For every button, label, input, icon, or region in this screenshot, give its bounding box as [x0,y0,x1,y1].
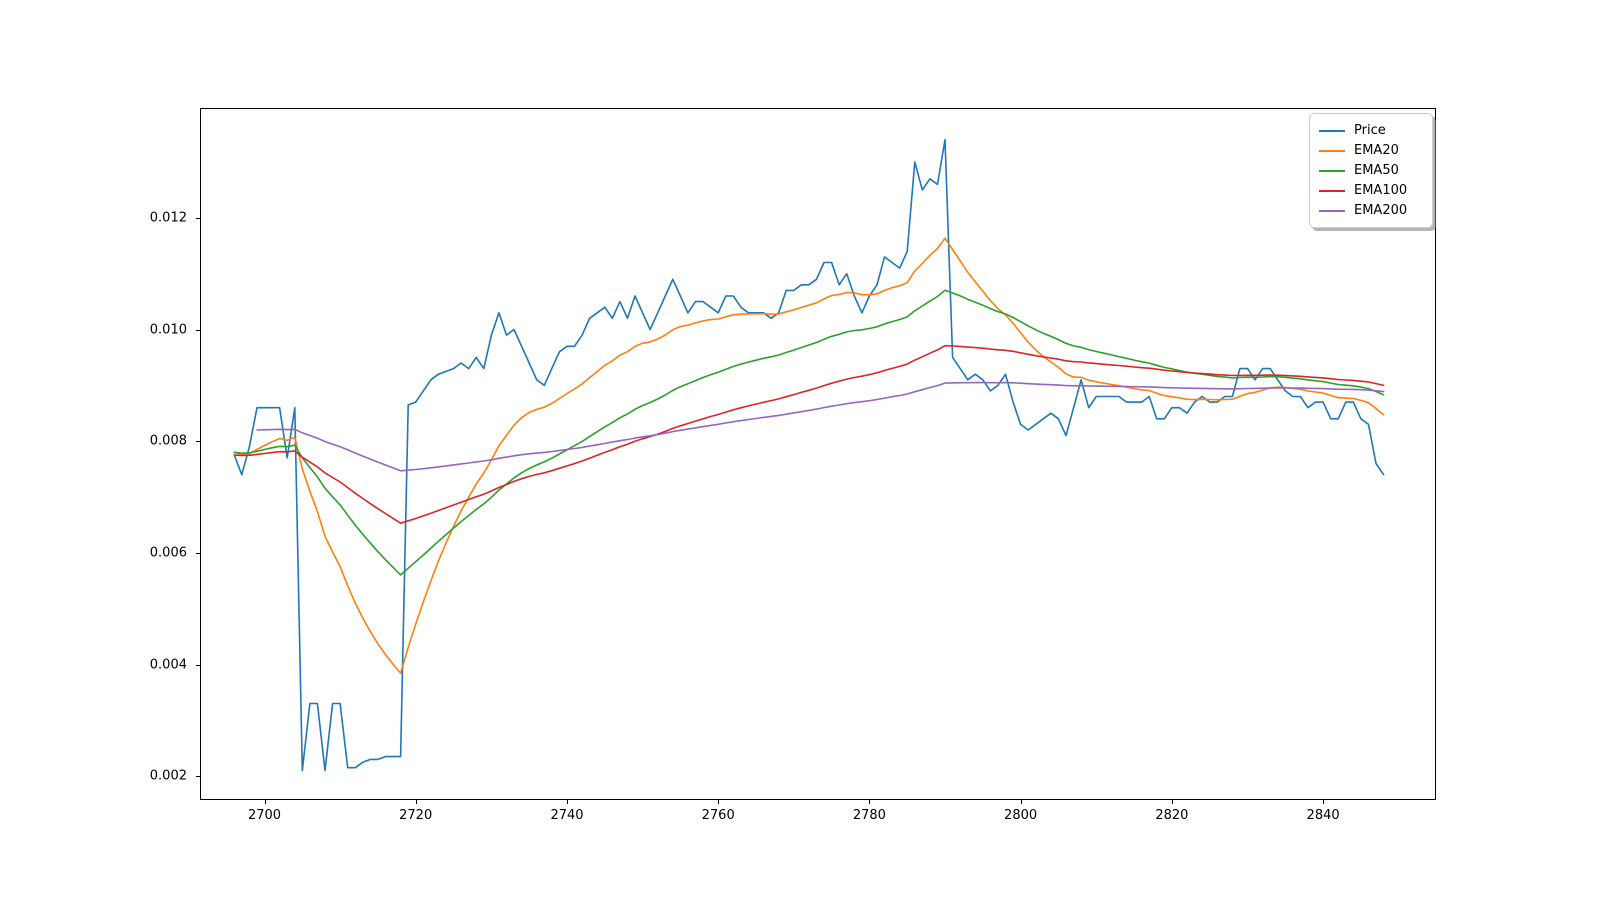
x-tick-mark [567,800,568,804]
legend-label-price: Price [1354,123,1386,138]
x-tick-label: 2840 [1306,808,1340,823]
legend-label-ema100: EMA100 [1354,183,1408,198]
legend-swatch-ema20 [1319,150,1345,152]
plot-area: Price EMA20 EMA50 EMA100 EMA200 2700 2720 2740… [150,108,1436,823]
x-tick-mark [1020,800,1022,804]
x-tick-mark [264,800,266,804]
x-tick-mark [415,800,417,804]
y-tick-mark [196,329,200,331]
x-tick-label: 2720 [399,808,433,823]
y-tick-label: 0.002 [149,768,187,784]
legend-item-ema200: EMA200 [1319,201,1423,221]
y-tick-mark [196,552,200,554]
y-tick-mark [196,217,200,219]
x-tick-mark [1171,800,1173,804]
ema50-line [233,289,1385,576]
legend-swatch-ema200 [1319,210,1345,212]
x-tick-label: 2700 [247,808,282,823]
legend-item-ema100: EMA100 [1319,181,1423,201]
ema200-line [256,381,1385,472]
y-tick-mark [196,664,200,666]
legend-swatch-ema50 [1319,170,1345,172]
x-tick-label: 2800 [1004,808,1038,823]
y-tick-label: 0.008 [149,433,187,449]
legend-label-ema200: EMA200 [1354,203,1408,218]
y-tick-label: 0.004 [149,657,187,672]
x-tick-mark [1323,800,1325,804]
legend-label-ema50: EMA50 [1354,163,1399,178]
legend-item-price: Price [1319,121,1423,141]
ema100-line [233,344,1385,525]
x-tick-label: 2780 [852,808,886,823]
legend-swatch-ema100 [1319,190,1345,192]
legend-item-ema50: EMA50 [1319,161,1423,181]
y-tick-label: 0.006 [149,545,187,561]
y-tick-mark [196,441,200,443]
legend-item-ema20: EMA20 [1319,141,1423,161]
legend-swatch-price [1319,130,1345,132]
x-tick-mark [718,800,720,804]
x-tick-label: 2760 [701,808,735,823]
y-tick-label: 0.012 [149,210,187,226]
x-tick-mark [869,800,871,804]
price-line [233,138,1385,772]
line-chart [233,138,1385,772]
x-tick-label: 2740 [550,808,584,823]
y-tick-mark [196,776,200,778]
legend-label-ema20: EMA20 [1354,143,1399,158]
legend: Price EMA20 EMA50 EMA100 EMA200 [1309,113,1433,228]
ema20-line [233,237,1385,674]
x-tick-label: 2820 [1155,808,1189,823]
y-tick-label: 0.010 [149,322,187,337]
